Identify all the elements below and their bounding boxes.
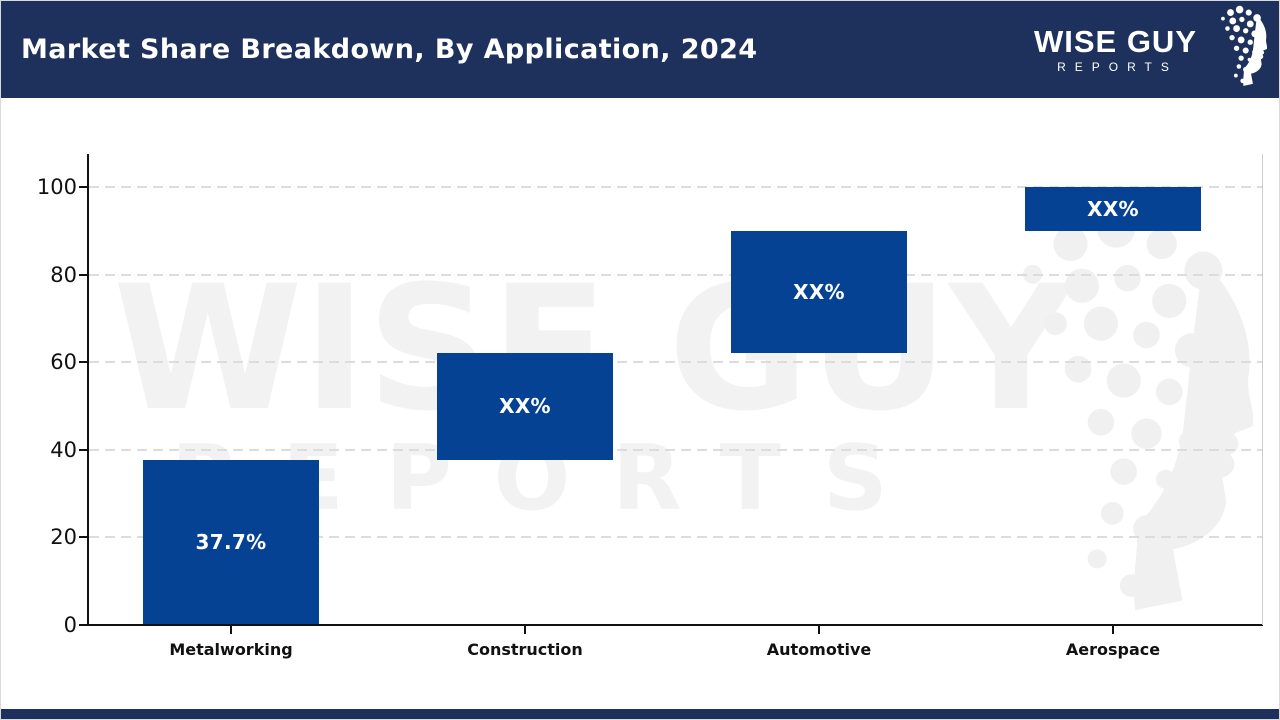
bar-aerospace: XX% bbox=[1025, 187, 1201, 231]
bar-value-label: XX% bbox=[793, 280, 845, 304]
x-axis-line bbox=[87, 623, 1263, 626]
y-tick-label-0: 0 bbox=[63, 612, 77, 637]
y-tick-20 bbox=[79, 536, 88, 538]
gridline-40 bbox=[89, 448, 1262, 451]
brand-logo: WISE GUY REPORTS bbox=[1034, 5, 1268, 94]
gridline-80 bbox=[89, 273, 1262, 276]
x-tick-construction bbox=[524, 625, 526, 634]
y-tick-label-20: 20 bbox=[50, 525, 77, 549]
bar-value-label: XX% bbox=[499, 394, 551, 419]
x-tick-aerospace bbox=[1112, 625, 1114, 634]
x-tick-metalworking bbox=[230, 625, 232, 634]
bar-construction: XX% bbox=[437, 353, 613, 460]
category-label-automotive: Automotive bbox=[766, 640, 872, 659]
y-tick-0 bbox=[79, 623, 88, 626]
footer-bar bbox=[1, 709, 1279, 719]
right-border-line bbox=[1262, 154, 1263, 625]
gridline-20 bbox=[89, 536, 1262, 538]
gridline-60 bbox=[89, 361, 1262, 363]
y-tick-100 bbox=[79, 186, 88, 188]
y-tick-label-80: 80 bbox=[50, 262, 77, 287]
wise-guy-head-icon bbox=[1191, 5, 1268, 94]
category-label-aerospace: Aerospace bbox=[1065, 640, 1161, 659]
y-tick-80 bbox=[79, 273, 88, 276]
category-label-construction: Construction bbox=[467, 640, 583, 659]
y-tick-60 bbox=[79, 361, 88, 363]
page-title: Market Share Breakdown, By Application, … bbox=[21, 34, 758, 65]
y-axis-line bbox=[87, 154, 89, 626]
bar-value-label: 37.7% bbox=[195, 530, 267, 555]
category-label-metalworking: Metalworking bbox=[169, 640, 293, 659]
brand-subtitle: REPORTS bbox=[1057, 60, 1178, 74]
brand-name: WISE GUY bbox=[1033, 24, 1197, 59]
y-tick-40 bbox=[79, 448, 88, 451]
y-tick-label-100: 100 bbox=[36, 175, 77, 199]
gridline-100 bbox=[89, 186, 1262, 188]
bar-metalworking: 37.7% bbox=[143, 459, 319, 625]
y-tick-label-60: 60 bbox=[50, 350, 77, 374]
bar-value-label: XX% bbox=[1087, 196, 1139, 221]
x-tick-automotive bbox=[818, 625, 820, 634]
y-tick-label-40: 40 bbox=[50, 437, 77, 462]
brand-logo-text: WISE GUY REPORTS bbox=[1034, 26, 1197, 73]
header-bar: Market Share Breakdown, By Application, … bbox=[1, 1, 1279, 98]
bar-automotive: XX% bbox=[731, 230, 907, 354]
